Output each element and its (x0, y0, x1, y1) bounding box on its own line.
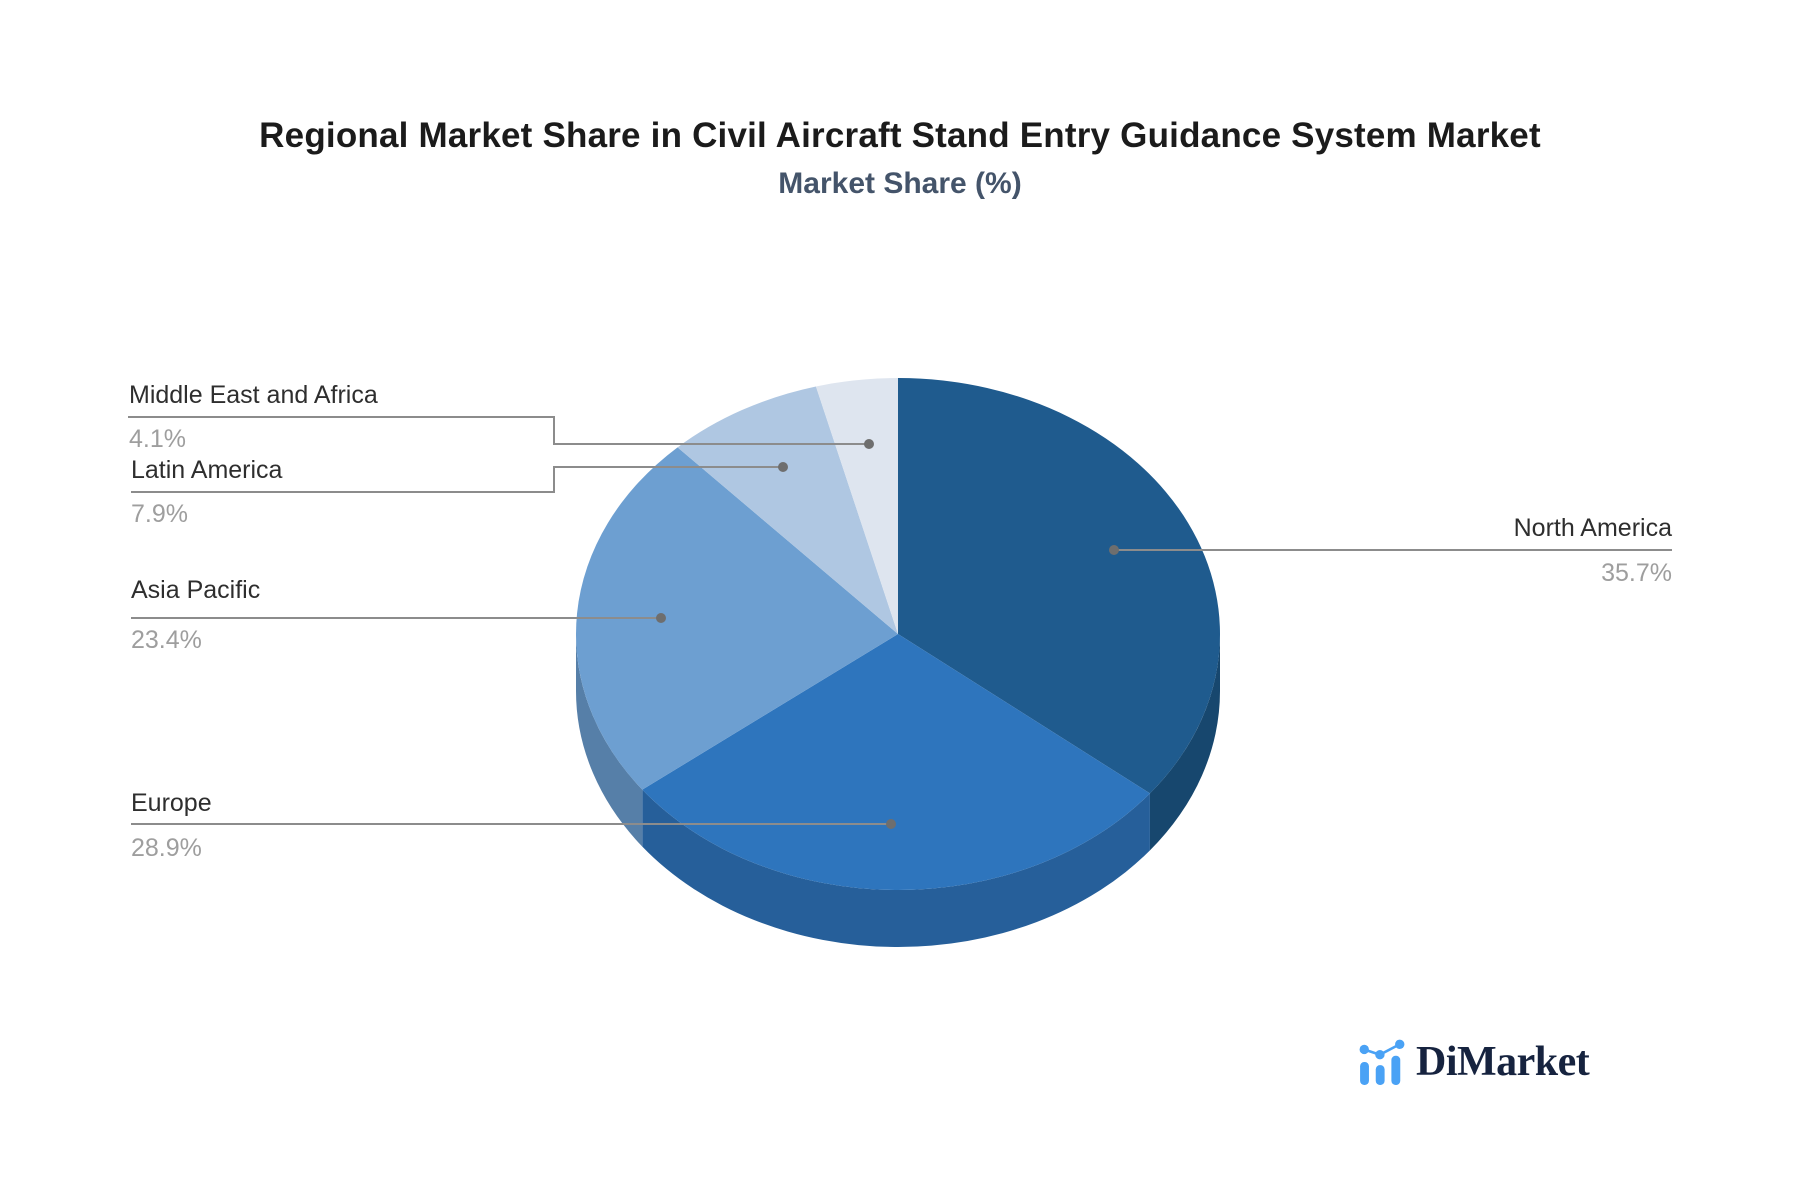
bar-chart-logo-icon (1359, 1039, 1405, 1085)
pie-slice-middle-east-and-africa (815, 378, 898, 634)
leader-line-middle-east-and-africa (128, 416, 869, 445)
callout-label-north-america: North America (1513, 514, 1672, 542)
logo-dot (1359, 1044, 1369, 1055)
callout-label-middle-east-and-africa: Middle East and Africa (129, 381, 378, 409)
pie-slice-asia-pacific (576, 447, 898, 790)
pie-slice-side-europe (642, 789, 1150, 947)
callout-label-europe: Europe (131, 789, 212, 817)
leader-dot-middle-east-and-africa (864, 439, 874, 449)
leader-dot-north-america (1109, 545, 1119, 555)
chart-title: Regional Market Share in Civil Aircraft … (259, 116, 1541, 155)
leader-line-latin-america (131, 466, 783, 493)
logo-bar (1391, 1055, 1401, 1085)
chart-subtitle: Market Share (%) (778, 167, 1022, 200)
callout-value-europe: 28.9% (131, 834, 202, 862)
leader-dot-europe (886, 819, 896, 829)
logo-dot (1395, 1039, 1405, 1049)
pie-slice-side-asia-pacific (576, 634, 643, 847)
pie-slice-side-north-america (1149, 634, 1220, 851)
callout-value-latin-america: 7.9% (131, 500, 188, 528)
pie-slice-latin-america (677, 386, 898, 634)
callout-label-asia-pacific: Asia Pacific (131, 576, 261, 604)
leader-dot-asia-pacific (656, 613, 666, 623)
leader-dot-latin-america (778, 462, 788, 472)
callout-value-middle-east-and-africa: 4.1% (129, 425, 186, 453)
pie-slice-north-america (898, 378, 1220, 794)
callout-value-asia-pacific: 23.4% (131, 626, 202, 654)
logo-bar (1375, 1065, 1385, 1085)
callout-label-latin-america: Latin America (131, 456, 283, 484)
brand-logo: DiMarket (1358, 1038, 1590, 1086)
brand-wordmark: DiMarket (1416, 1039, 1590, 1085)
callout-value-north-america: 35.7% (1601, 559, 1672, 587)
logo-bar (1360, 1062, 1369, 1085)
logo-dot (1375, 1050, 1385, 1060)
pie-slice-europe (642, 634, 1150, 890)
